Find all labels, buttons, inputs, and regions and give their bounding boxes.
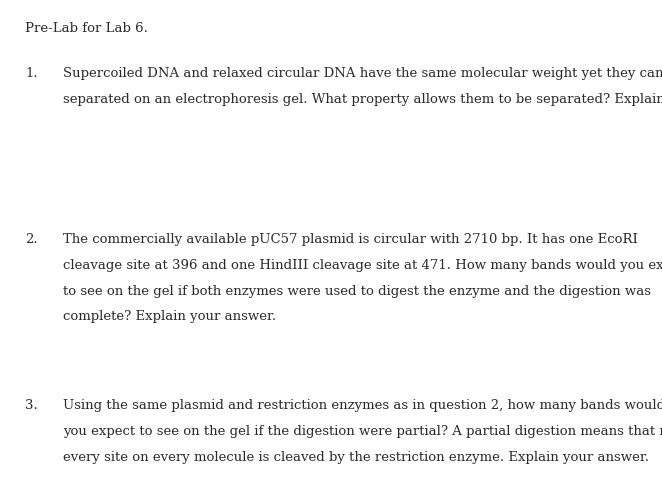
Text: Using the same plasmid and restriction enzymes as in question 2, how many bands : Using the same plasmid and restriction e… [63, 399, 662, 412]
Text: to see on the gel if both enzymes were used to digest the enzyme and the digesti: to see on the gel if both enzymes were u… [63, 285, 651, 298]
Text: separated on an electrophoresis gel. What property allows them to be separated? : separated on an electrophoresis gel. Wha… [63, 93, 662, 106]
Text: The commercially available pUC57 plasmid is circular with 2710 bp. It has one Ec: The commercially available pUC57 plasmid… [63, 233, 638, 246]
Text: Supercoiled DNA and relaxed circular DNA have the same molecular weight yet they: Supercoiled DNA and relaxed circular DNA… [63, 67, 662, 80]
Text: 2.: 2. [25, 233, 38, 246]
Text: you expect to see on the gel if the digestion were partial? A partial digestion : you expect to see on the gel if the dige… [63, 425, 662, 438]
Text: cleavage site at 396 and one HindIII cleavage site at 471. How many bands would : cleavage site at 396 and one HindIII cle… [63, 259, 662, 272]
Text: 3.: 3. [25, 399, 38, 412]
Text: 1.: 1. [25, 67, 38, 80]
Text: every site on every molecule is cleaved by the restriction enzyme. Explain your : every site on every molecule is cleaved … [63, 451, 649, 464]
Text: Pre-Lab for Lab 6.: Pre-Lab for Lab 6. [25, 22, 148, 35]
Text: complete? Explain your answer.: complete? Explain your answer. [63, 310, 276, 323]
